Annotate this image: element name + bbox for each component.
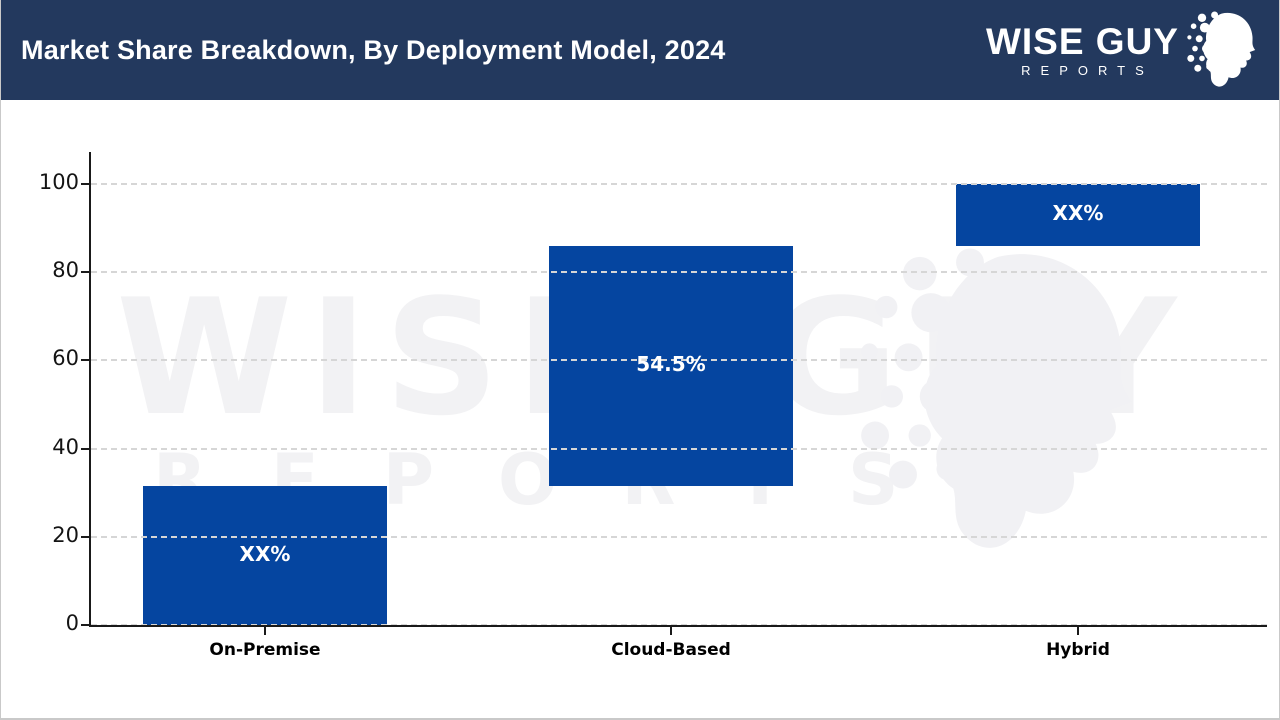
bar-value-label-on-premise: XX% — [239, 541, 291, 566]
wiseguy-reports-logo: WISE GUY REPORTS — [986, 6, 1265, 94]
gridline-y-80 — [91, 271, 1267, 274]
chart-title: Market Share Breakdown, By Deployment Mo… — [21, 34, 726, 65]
y-tick-label-100: 100 — [38, 170, 79, 194]
x-category-label-cloud-based: Cloud-Based — [611, 640, 731, 660]
gridline-y-40 — [91, 447, 1267, 450]
x-tick-mark-cloud-based — [670, 627, 672, 635]
x-tick-mark-hybrid — [1077, 627, 1079, 635]
x-category-label-hybrid: Hybrid — [1046, 640, 1110, 660]
y-tick-label-80: 80 — [52, 258, 79, 283]
wiseguy-head-icon — [1187, 11, 1256, 87]
y-tick-label-40: 40 — [52, 434, 79, 459]
y-tick-mark-100 — [81, 183, 89, 185]
bar-value-label-hybrid: XX% — [1052, 200, 1104, 225]
gridline-y-100 — [91, 183, 1267, 185]
logo-wordmark: WISE GUY — [985, 21, 1179, 62]
y-tick-label-0: 0 — [65, 611, 79, 635]
y-axis-line — [89, 152, 91, 627]
bar-hybrid — [956, 184, 1200, 246]
gridline-y-60 — [91, 359, 1267, 362]
x-category-label-on-premise: On-Premise — [209, 640, 321, 660]
y-tick-label-20: 20 — [52, 522, 79, 547]
y-tick-mark-80 — [81, 271, 89, 274]
bar-value-label-cloud-based: 54.5% — [636, 351, 706, 376]
gridline-y-20 — [91, 535, 1267, 538]
y-tick-label-60: 60 — [52, 346, 79, 371]
y-tick-mark-20 — [81, 535, 89, 538]
y-tick-mark-40 — [81, 447, 89, 450]
bar-on-premise — [143, 486, 387, 625]
x-axis-line — [89, 625, 1267, 627]
y-tick-mark-0 — [81, 624, 89, 626]
x-tick-mark-on-premise — [264, 627, 266, 635]
y-tick-mark-60 — [81, 359, 89, 362]
header-bar: Market Share Breakdown, By Deployment Mo… — [1, 0, 1279, 100]
bar-cloud-based — [549, 245, 793, 487]
watermark-head-icon — [861, 248, 1132, 548]
logo-subtitle: REPORTS — [1021, 63, 1154, 78]
